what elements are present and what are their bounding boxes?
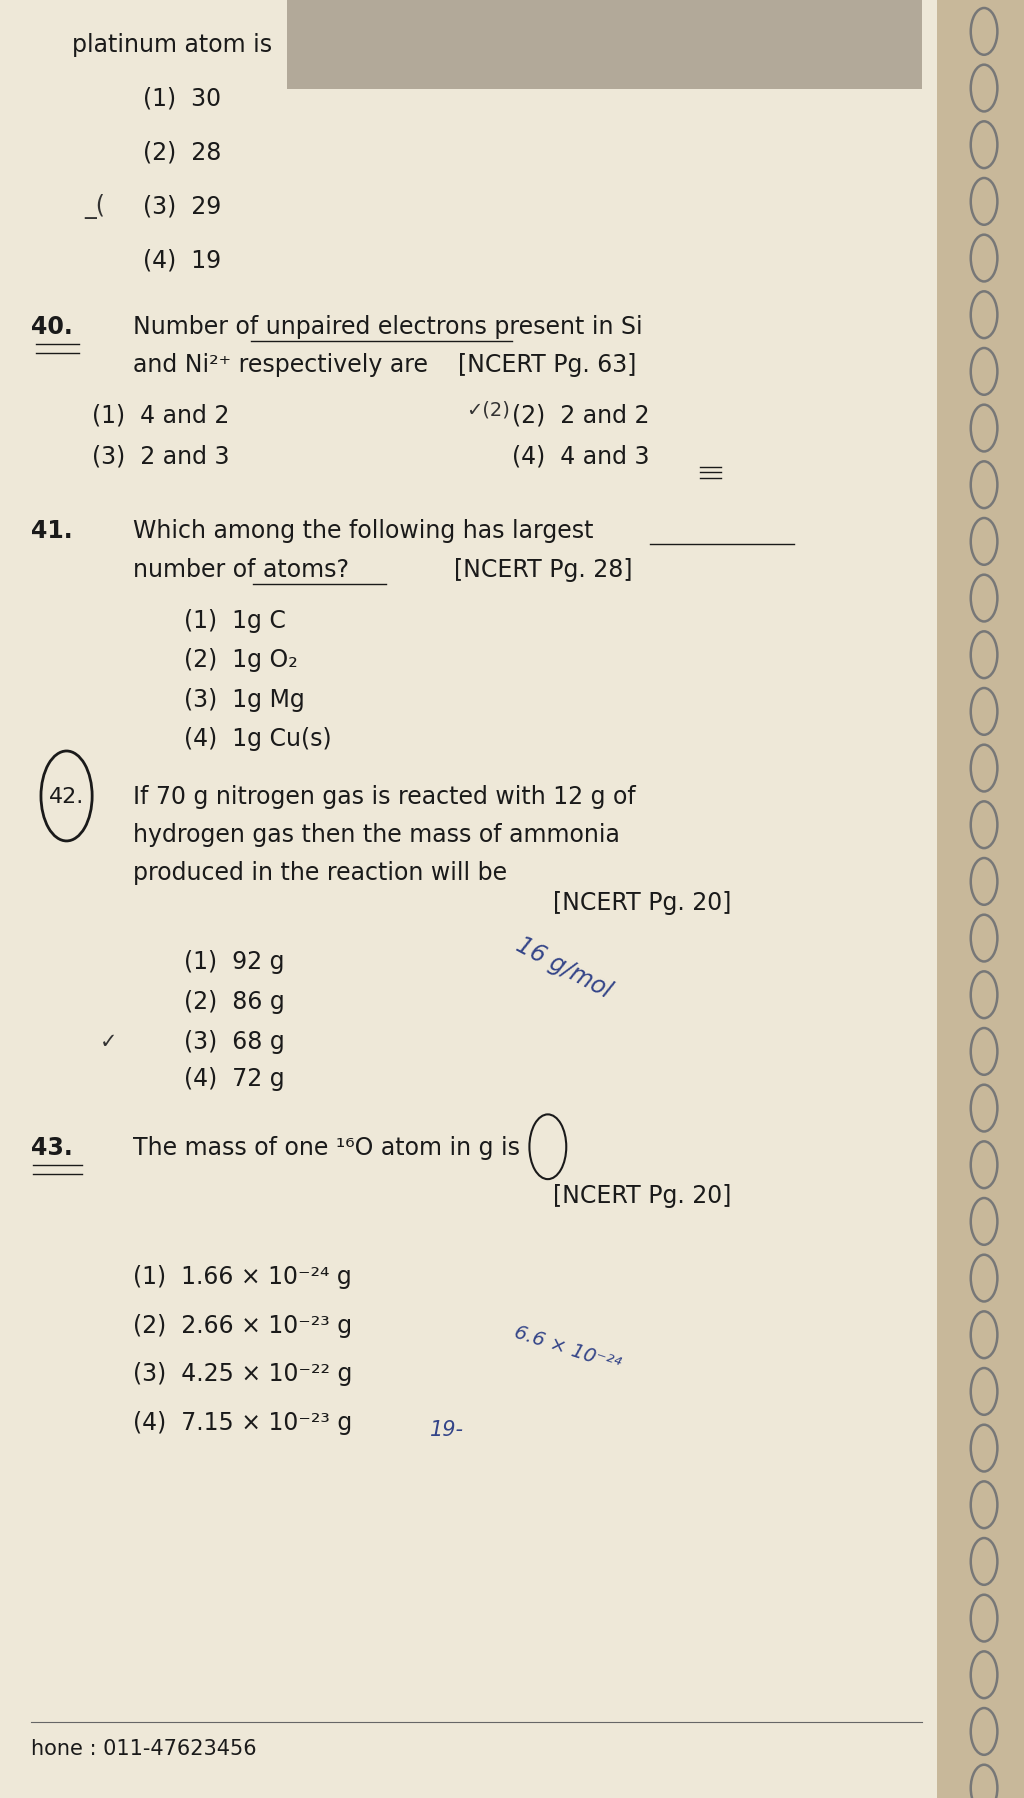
Text: platinum atom is: platinum atom is xyxy=(72,32,271,58)
Text: _(: _( xyxy=(84,194,104,219)
Text: (1)  4 and 2: (1) 4 and 2 xyxy=(92,403,229,428)
Text: (4)  4 and 3: (4) 4 and 3 xyxy=(512,444,649,469)
Text: 41.: 41. xyxy=(31,518,73,543)
Text: 16 g/mol: 16 g/mol xyxy=(512,931,615,1003)
Text: and Ni²⁺ respectively are    [NCERT Pg. 63]: and Ni²⁺ respectively are [NCERT Pg. 63] xyxy=(133,352,637,378)
Text: 42.: 42. xyxy=(49,786,84,807)
Text: number of atoms?              [NCERT Pg. 28]: number of atoms? [NCERT Pg. 28] xyxy=(133,557,633,583)
Text: (4)  72 g: (4) 72 g xyxy=(184,1066,285,1091)
Text: (2)  2.66 × 10⁻²³ g: (2) 2.66 × 10⁻²³ g xyxy=(133,1313,352,1338)
Text: (4)  7.15 × 10⁻²³ g: (4) 7.15 × 10⁻²³ g xyxy=(133,1410,352,1435)
Text: produced in the reaction will be: produced in the reaction will be xyxy=(133,859,507,885)
FancyBboxPatch shape xyxy=(0,0,937,1798)
Text: (3)  29: (3) 29 xyxy=(143,194,221,219)
Text: (2)  1g O₂: (2) 1g O₂ xyxy=(184,647,298,672)
Text: The mass of one ¹⁶O atom in g is: The mass of one ¹⁶O atom in g is xyxy=(133,1135,520,1160)
Text: (2)  86 g: (2) 86 g xyxy=(184,989,285,1014)
Text: [NCERT Pg. 20]: [NCERT Pg. 20] xyxy=(553,1183,731,1208)
Text: hone : 011-47623456: hone : 011-47623456 xyxy=(31,1737,256,1758)
Text: (1)  30: (1) 30 xyxy=(143,86,221,111)
Text: (4)  19: (4) 19 xyxy=(143,248,221,273)
Text: (2)  2 and 2: (2) 2 and 2 xyxy=(512,403,649,428)
Text: (3)  4.25 × 10⁻²² g: (3) 4.25 × 10⁻²² g xyxy=(133,1361,352,1386)
Text: hydrogen gas then the mass of ammonia: hydrogen gas then the mass of ammonia xyxy=(133,822,620,847)
Text: 6.6 × 10⁻²⁴: 6.6 × 10⁻²⁴ xyxy=(512,1322,623,1375)
Text: (3)  2 and 3: (3) 2 and 3 xyxy=(92,444,229,469)
Text: (1)  1.66 × 10⁻²⁴ g: (1) 1.66 × 10⁻²⁴ g xyxy=(133,1264,352,1289)
FancyBboxPatch shape xyxy=(287,0,922,90)
Text: (4)  1g Cu(s): (4) 1g Cu(s) xyxy=(184,726,332,752)
Text: ✓(2): ✓(2) xyxy=(466,401,510,419)
Text: (3)  68 g: (3) 68 g xyxy=(184,1028,285,1054)
Text: If 70 g nitrogen gas is reacted with 12 g of: If 70 g nitrogen gas is reacted with 12 … xyxy=(133,784,636,809)
Text: (1)  1g C: (1) 1g C xyxy=(184,608,286,633)
Text: (2)  28: (2) 28 xyxy=(143,140,222,165)
Text: [NCERT Pg. 20]: [NCERT Pg. 20] xyxy=(553,890,731,915)
Text: ✓: ✓ xyxy=(100,1030,118,1052)
Text: (3)  1g Mg: (3) 1g Mg xyxy=(184,687,305,712)
Text: 40.: 40. xyxy=(31,315,73,340)
Text: Number of unpaired electrons present in Si: Number of unpaired electrons present in … xyxy=(133,315,643,340)
Text: (1)  92 g: (1) 92 g xyxy=(184,949,285,975)
Text: 43.: 43. xyxy=(31,1135,73,1160)
FancyBboxPatch shape xyxy=(937,0,1024,1798)
Text: Which among the following has largest: Which among the following has largest xyxy=(133,518,594,543)
Text: 19-: 19- xyxy=(430,1419,464,1440)
